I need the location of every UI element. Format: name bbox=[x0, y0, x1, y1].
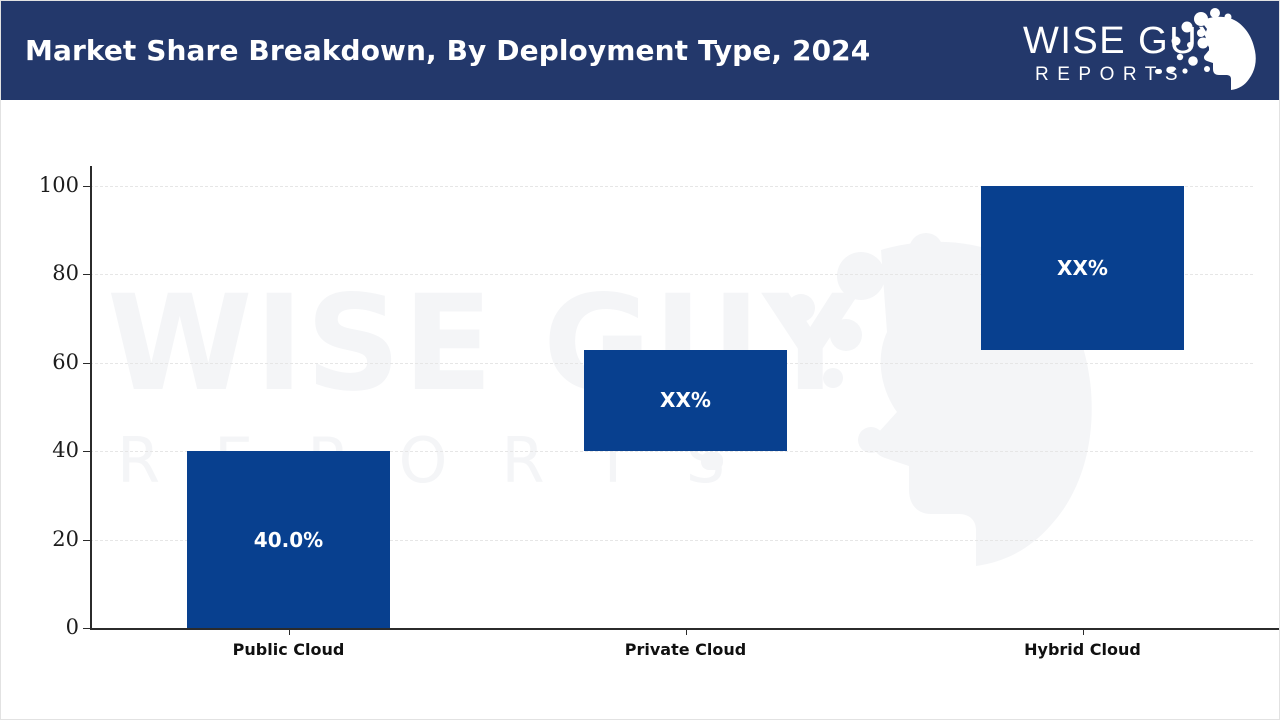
x-tick-mark bbox=[1082, 628, 1084, 635]
x-tick-label: Private Cloud bbox=[624, 640, 747, 659]
bar-value-label: XX% bbox=[1057, 255, 1108, 280]
logo-line2: REPORTS bbox=[1035, 64, 1186, 85]
y-tick-label: 60 bbox=[52, 349, 79, 374]
bar-value-label: XX% bbox=[660, 388, 711, 413]
head-profile-icon bbox=[1155, 8, 1256, 90]
y-tick-mark bbox=[83, 274, 90, 276]
gridline bbox=[90, 539, 1253, 541]
gridline bbox=[90, 186, 1253, 187]
y-tick-mark bbox=[83, 628, 90, 629]
x-axis-spine bbox=[90, 628, 1279, 630]
y-tick-label: 80 bbox=[52, 261, 79, 286]
y-tick-mark bbox=[83, 539, 90, 541]
x-tick-label: Hybrid Cloud bbox=[1024, 640, 1141, 659]
y-tick-mark bbox=[83, 362, 90, 364]
y-tick-label: 0 bbox=[65, 615, 79, 639]
bar-value-label: 40.0% bbox=[253, 527, 324, 552]
page-title: Market Share Breakdown, By Deployment Ty… bbox=[25, 34, 871, 67]
gridline bbox=[90, 451, 1253, 453]
y-tick-label: 100 bbox=[38, 173, 79, 197]
gridline bbox=[90, 274, 1253, 276]
x-tick-mark bbox=[288, 628, 290, 635]
y-tick-label: 20 bbox=[52, 526, 79, 551]
y-axis-spine bbox=[90, 166, 92, 629]
bar[interactable] bbox=[584, 349, 787, 452]
y-tick-mark bbox=[83, 451, 90, 453]
y-tick-label: 40 bbox=[52, 438, 79, 463]
x-tick-mark bbox=[685, 628, 687, 635]
bar[interactable] bbox=[981, 186, 1184, 350]
logo-line1: WISE GUY bbox=[1023, 20, 1225, 62]
y-tick-mark bbox=[83, 186, 90, 187]
wiseguy-reports-logo: WISE GUY REPORTS bbox=[1015, 7, 1273, 95]
x-tick-label: Public Cloud bbox=[232, 640, 345, 659]
chart-plot-area: WISE GUY REPORTS 40.0% XX% XX% 0 20 40 60 80 10… bbox=[1, 100, 1279, 719]
page-header: Market Share Breakdown, By Deployment Ty… bbox=[1, 1, 1279, 100]
bar[interactable] bbox=[187, 451, 390, 628]
